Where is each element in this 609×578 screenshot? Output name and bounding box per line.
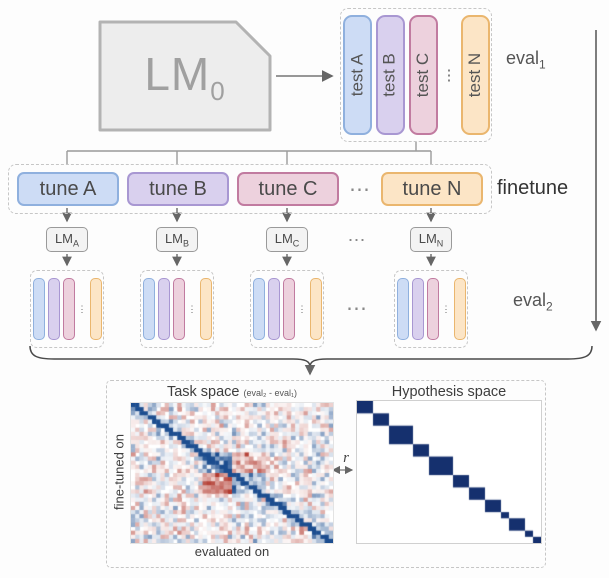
eval2-label: eval2 xyxy=(513,290,553,314)
lm-badge-ellipsis: ⋯ xyxy=(347,230,367,250)
eval1-test-stack: test A test B test C ⋮ test N xyxy=(340,8,492,142)
finetune-label: finetune xyxy=(497,177,569,199)
tune-pill-a-label: tune A xyxy=(39,177,97,200)
mini-pill xyxy=(267,278,280,340)
comparison-panel xyxy=(106,380,546,568)
tune-pill-n-label: tune N xyxy=(402,177,462,200)
test-pill-b-label: test B xyxy=(380,53,399,97)
task-space-subtitle: (eval₂ - eval₁) xyxy=(243,388,298,398)
test-pill-n: test N xyxy=(460,15,490,135)
hypothesis-space-heatmap xyxy=(356,400,542,544)
branch-lines-to-finetune xyxy=(66,142,432,165)
eval2-stack-a: ⋮ xyxy=(30,270,104,348)
tune-pill-n: tune N xyxy=(381,172,483,206)
mini-ellipsis: ⋮ xyxy=(187,303,197,314)
eval2-stack-c: ⋮ xyxy=(250,270,324,348)
mini-pill xyxy=(453,278,466,340)
hypothesis-space-title: Hypothesis space xyxy=(391,384,507,400)
mini-ellipsis: ⋮ xyxy=(77,303,87,314)
mini-ellipsis: ⋮ xyxy=(441,303,451,314)
test-pill-a-label: test A xyxy=(347,53,366,97)
lm-badge-n: LMN xyxy=(410,227,452,252)
eval1-label: eval1 xyxy=(506,48,546,72)
lm0-model: LM0 xyxy=(98,20,272,132)
correlation-label: r xyxy=(343,450,349,466)
lm0-shape xyxy=(98,20,272,132)
mini-pill xyxy=(282,278,295,340)
mini-ellipsis: ⋮ xyxy=(297,303,307,314)
task-space-heatmap xyxy=(130,402,334,544)
lm-badge-c: LMC xyxy=(266,227,308,252)
eval2-stack-b: ⋮ xyxy=(140,270,214,348)
mini-pill xyxy=(199,278,212,340)
lm-badge-a: LMA xyxy=(46,227,88,252)
mini-pill xyxy=(47,278,60,340)
eval2-stack-ellipsis: ⋯ xyxy=(346,297,368,320)
test-pill-n-label: test N xyxy=(465,52,484,98)
lm0-label: LM0 xyxy=(144,48,226,107)
test-pill-b: test B xyxy=(375,15,405,135)
gather-brace xyxy=(29,345,593,368)
mini-pill xyxy=(62,278,75,340)
eval2-stack-n: ⋮ xyxy=(394,270,468,348)
tune-pill-c-label: tune C xyxy=(258,177,318,200)
tune-pill-b: tune B xyxy=(127,172,229,206)
task-space-title: Task space (eval₂ - eval₁) xyxy=(166,384,298,400)
tune-pill-c: tune C xyxy=(237,172,339,206)
vertical-ellipsis: ⋮ xyxy=(441,66,457,84)
tune-ellipsis: ⋯ xyxy=(349,178,371,201)
task-space-xlabel: evaluated on xyxy=(194,544,270,559)
mini-pill xyxy=(89,278,102,340)
tune-pill-a: tune A xyxy=(17,172,119,206)
finetune-row: tune A tune B tune C ⋯ tune N xyxy=(8,164,492,214)
lm-badge-b: LMB xyxy=(156,227,198,252)
mini-pill xyxy=(142,278,155,340)
mini-pill xyxy=(426,278,439,340)
mini-pill xyxy=(396,278,409,340)
mini-pill xyxy=(157,278,170,340)
task-space-ylabel: fine-tuned on xyxy=(111,434,127,510)
mini-pill xyxy=(172,278,185,340)
tune-pill-b-label: tune B xyxy=(149,177,207,200)
test-pill-a: test A xyxy=(342,15,372,135)
mini-pill xyxy=(252,278,265,340)
mini-pill xyxy=(32,278,45,340)
mini-pill xyxy=(411,278,424,340)
test-pill-c: test C xyxy=(408,15,438,135)
test-pill-c-label: test C xyxy=(413,52,432,98)
mini-pill xyxy=(309,278,322,340)
